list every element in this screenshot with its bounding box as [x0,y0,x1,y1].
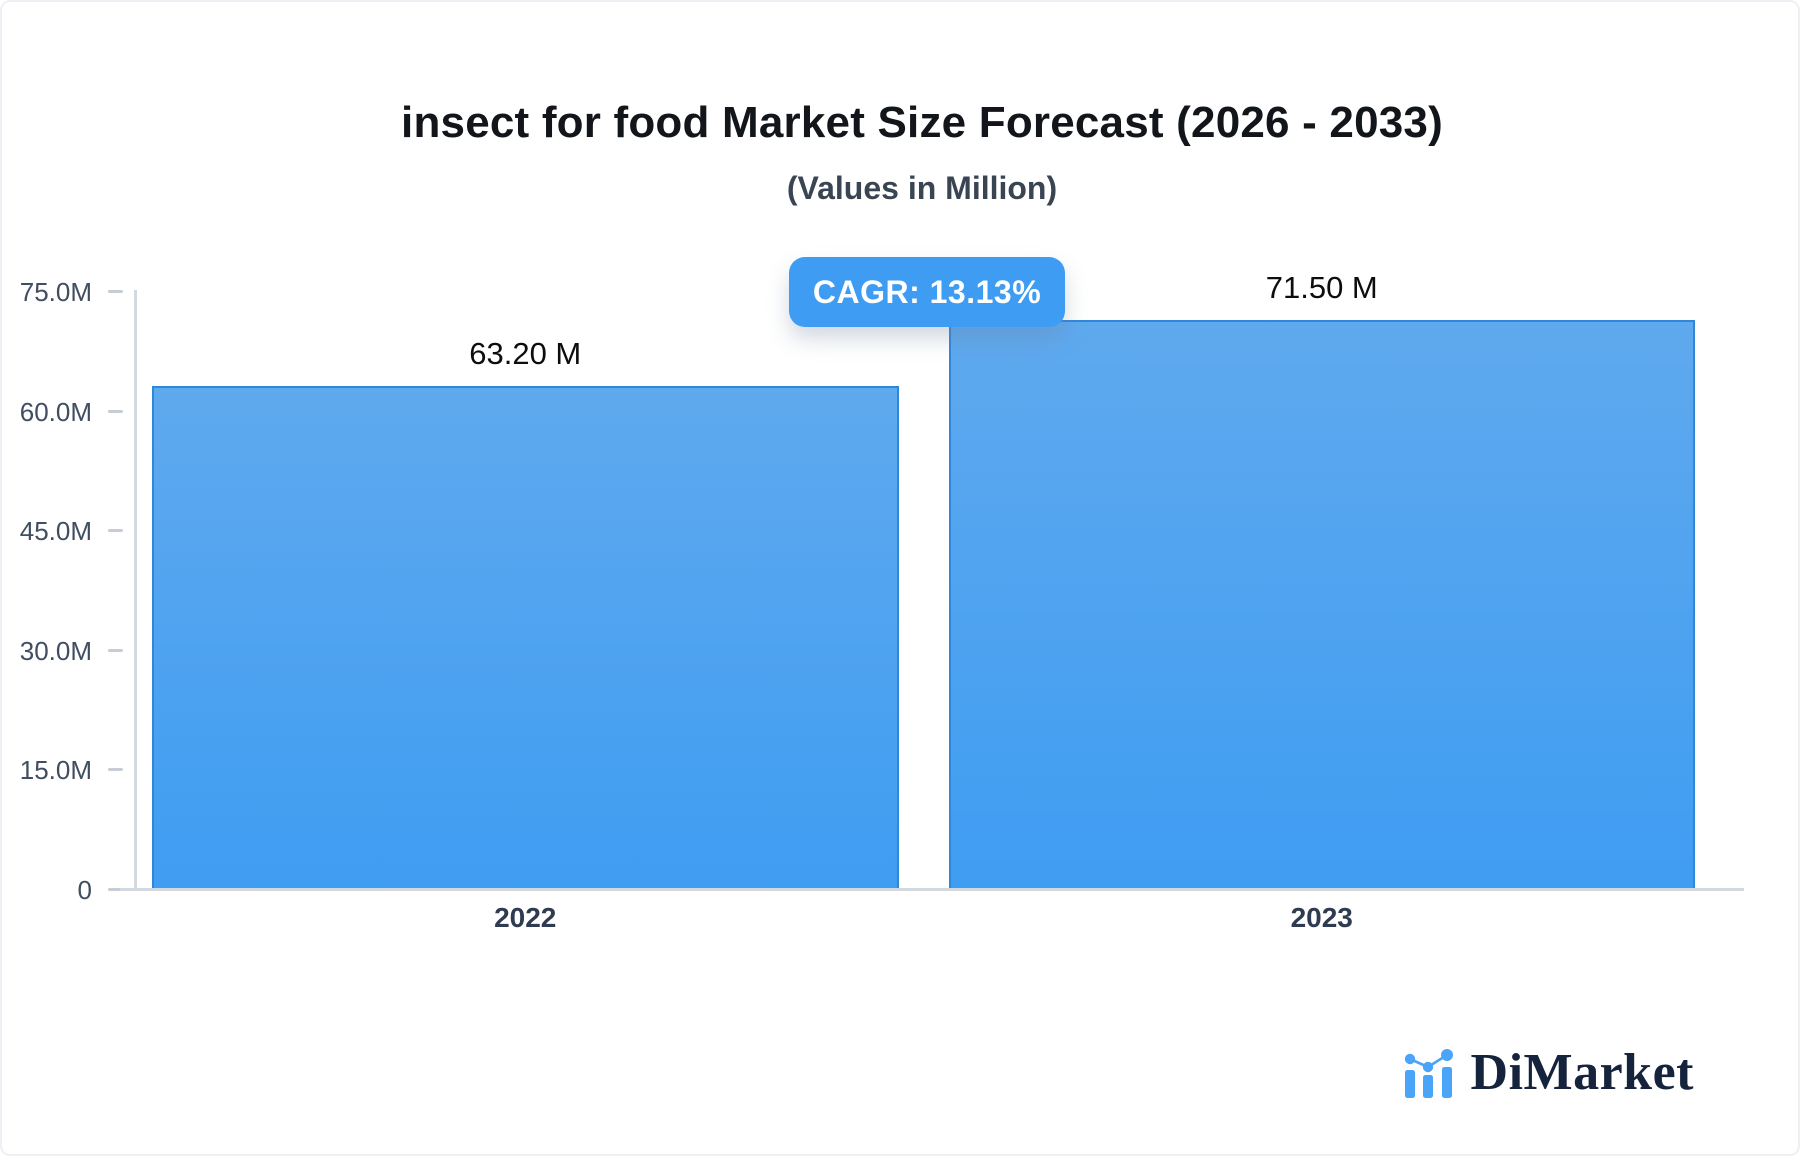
y-tick-label: 75.0M [19,277,92,307]
y-tick-mark [108,768,123,772]
y-tick-label: 15.0M [19,755,92,786]
x-tick-label-2022: 2022 [494,902,557,933]
mini-bar-chart-icon [1404,1049,1453,1098]
y-tick-label: 45.0M [19,516,92,547]
y-tick-label: 60.0M [19,396,92,427]
y-tick-label: 0 [77,875,92,905]
y-tick-mark [108,529,123,533]
bar-value-label: 71.50 M [1265,269,1378,305]
x-axis-line [120,888,1744,891]
y-tick-mark [108,290,123,293]
y-tick-mark [108,409,123,413]
chart-title: insect for food Market Size Forecast (20… [401,98,1443,147]
bar-2022[interactable] [152,385,899,888]
y-axis-line [134,290,137,890]
bar-value-label: 63.20 M [469,335,582,371]
y-tick-label: 30.0M [19,635,92,666]
y-tick-mark [108,648,123,652]
bar-cell: 63.20 M 2022 [152,292,899,933]
y-axis-ticks: 75.0M 60.0M 45.0M 30.0M 15.0M 0 [2,277,134,905]
plot-area: 63.20 M 2022 71.50 M 2023 [137,270,1744,933]
x-tick-label-2023: 2023 [1290,902,1353,933]
cagr-badge-label: CAGR: 13.13% [812,273,1042,310]
cagr-badge: CAGR: 13.13% [789,257,1065,327]
bar-cell: 71.50 M 2023 [948,270,1695,933]
dimarket-logo: DiMarket [1403,1042,1694,1104]
chart-subtitle: (Values in Million) [786,170,1058,206]
bar-2023[interactable] [948,319,1695,888]
logo-text: DiMarket [1470,1044,1694,1101]
y-tick-mark [108,888,123,891]
